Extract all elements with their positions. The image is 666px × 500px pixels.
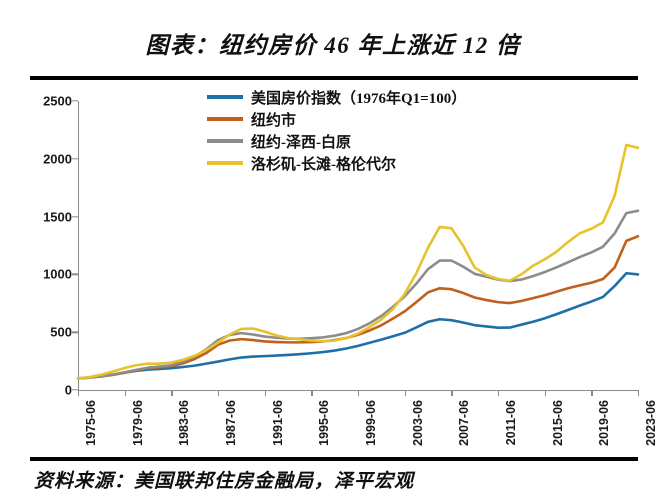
legend-label: 纽约-泽西-白原 — [251, 134, 351, 151]
y-axis-tick-mark — [72, 215, 78, 218]
legend-item[interactable]: 美国房价指数（1976年Q1=100） — [207, 86, 466, 108]
legend-label: 洛杉矶-长滩-格伦代尔 — [251, 156, 396, 173]
legend-label: 纽约市 — [251, 112, 297, 129]
y-axis-tick-label: 2500 — [43, 93, 72, 109]
y-axis-tick-label: 0 — [64, 382, 72, 398]
y-axis-tick-mark — [72, 331, 78, 333]
x-axis-tick-mark — [311, 390, 313, 396]
x-axis-tick-mark — [171, 390, 173, 396]
legend-color-swatch — [207, 161, 243, 165]
y-axis-tick-label: 1500 — [43, 209, 72, 225]
legend-color-swatch — [207, 117, 243, 121]
y-axis-tick-label: 500 — [50, 324, 72, 340]
series-line-1 — [76, 234, 640, 380]
x-axis-tick-mark — [218, 390, 220, 396]
legend-color-swatch — [207, 139, 243, 143]
series-line-2 — [76, 209, 640, 380]
y-axis-tick-mark — [72, 273, 78, 276]
chart-title-container: 图表：纽约房价 46 年上涨近 12 倍 — [0, 26, 666, 60]
x-axis-tick-mark — [451, 390, 453, 396]
x-axis-tick-mark — [498, 390, 500, 396]
series-line-3 — [76, 143, 640, 380]
series-line-0 — [76, 271, 640, 380]
chart-title: 图表：纽约房价 46 年上涨近 12 倍 — [145, 33, 521, 58]
x-axis-tick-mark — [78, 390, 80, 396]
x-axis-tick-mark — [638, 390, 640, 396]
x-axis-tick-mark — [124, 390, 127, 396]
x-axis-tick-mark — [264, 390, 267, 396]
title-divider-rule — [30, 76, 638, 80]
y-axis-spine — [78, 101, 80, 391]
x-axis-tick-mark — [358, 390, 360, 396]
y-axis-tick-label: 2000 — [43, 151, 72, 167]
legend-item[interactable]: 纽约-泽西-白原 — [207, 130, 466, 152]
x-axis-tick-mark — [404, 390, 407, 396]
y-axis-tick-label: 1000 — [43, 266, 72, 282]
y-axis: 0 500 1000 1500 2000 2500 — [0, 0, 78, 500]
legend-label: 美国房价指数（1976年Q1=100） — [251, 90, 467, 107]
legend-item[interactable]: 纽约市 — [207, 108, 466, 130]
chart-legend: 美国房价指数（1976年Q1=100） 纽约市纽约-泽西-白原洛杉矶-长滩-格伦代… — [207, 86, 466, 174]
y-axis-tick-mark — [72, 158, 78, 160]
footer-divider-rule — [30, 457, 638, 461]
y-axis-tick-mark — [72, 389, 78, 391]
x-axis-tick-mark — [544, 390, 547, 396]
legend-color-swatch — [207, 95, 243, 99]
x-axis-tick-mark — [591, 390, 593, 396]
y-axis-tick-mark — [72, 100, 78, 102]
source-note: 资料来源：美国联邦住房金融局，泽平宏观 — [34, 471, 415, 492]
legend-item[interactable]: 洛杉矶-长滩-格伦代尔 — [207, 152, 466, 174]
